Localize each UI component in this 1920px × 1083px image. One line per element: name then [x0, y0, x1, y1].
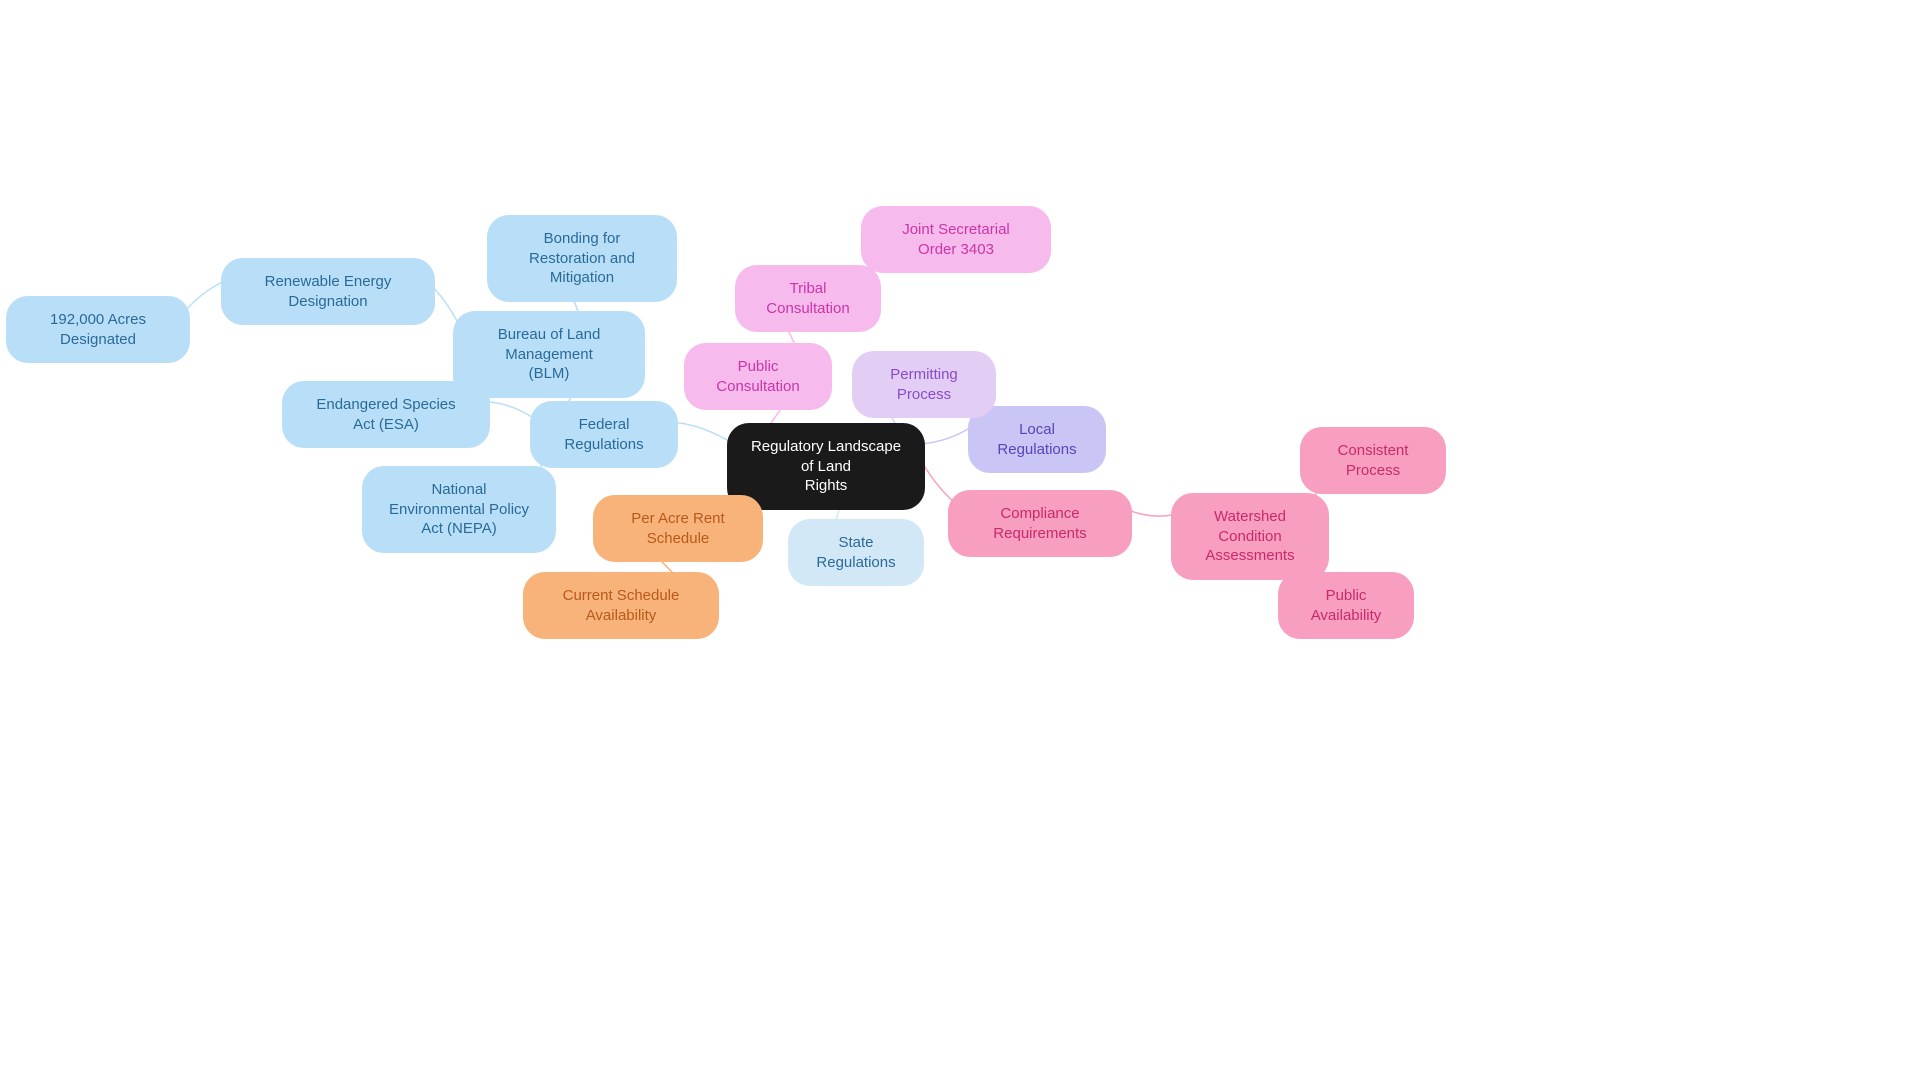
mindmap-node-permit: Permitting Process — [852, 351, 996, 418]
mindmap-node-publicavail: Public Availability — [1278, 572, 1414, 639]
mindmap-node-tribal: Tribal Consultation — [735, 265, 881, 332]
edge — [674, 422, 733, 443]
mindmap-node-rent: Per Acre Rent Schedule — [593, 495, 763, 562]
mindmap-node-esa: Endangered Species Act (ESA) — [282, 381, 490, 448]
mindmap-node-local: Local Regulations — [968, 406, 1106, 473]
mindmap-node-bonding: Bonding for Restoration andMitigation — [487, 215, 677, 302]
mindmap-node-renewable: Renewable Energy Designation — [221, 258, 435, 325]
mindmap-node-compliance: Compliance Requirements — [948, 490, 1132, 557]
mindmap-node-blm: Bureau of Land Management(BLM) — [453, 311, 645, 398]
mindmap-node-federal: Federal Regulations — [530, 401, 678, 468]
mindmap-node-acres: 192,000 Acres Designated — [6, 296, 190, 363]
mindmap-node-nepa: National Environmental PolicyAct (NEPA) — [362, 466, 556, 553]
mindmap-node-watershed: Watershed ConditionAssessments — [1171, 493, 1329, 580]
mindmap-node-state: State Regulations — [788, 519, 924, 586]
mindmap-node-schedule: Current Schedule Availability — [523, 572, 719, 639]
mindmap-node-jso: Joint Secretarial Order 3403 — [861, 206, 1051, 273]
mindmap-node-consistent: Consistent Process — [1300, 427, 1446, 494]
edge — [484, 402, 534, 419]
edge — [920, 427, 972, 444]
mindmap-node-root: Regulatory Landscape of LandRights — [727, 423, 925, 510]
mindmap-node-public: Public Consultation — [684, 343, 832, 410]
edge — [1127, 510, 1175, 517]
